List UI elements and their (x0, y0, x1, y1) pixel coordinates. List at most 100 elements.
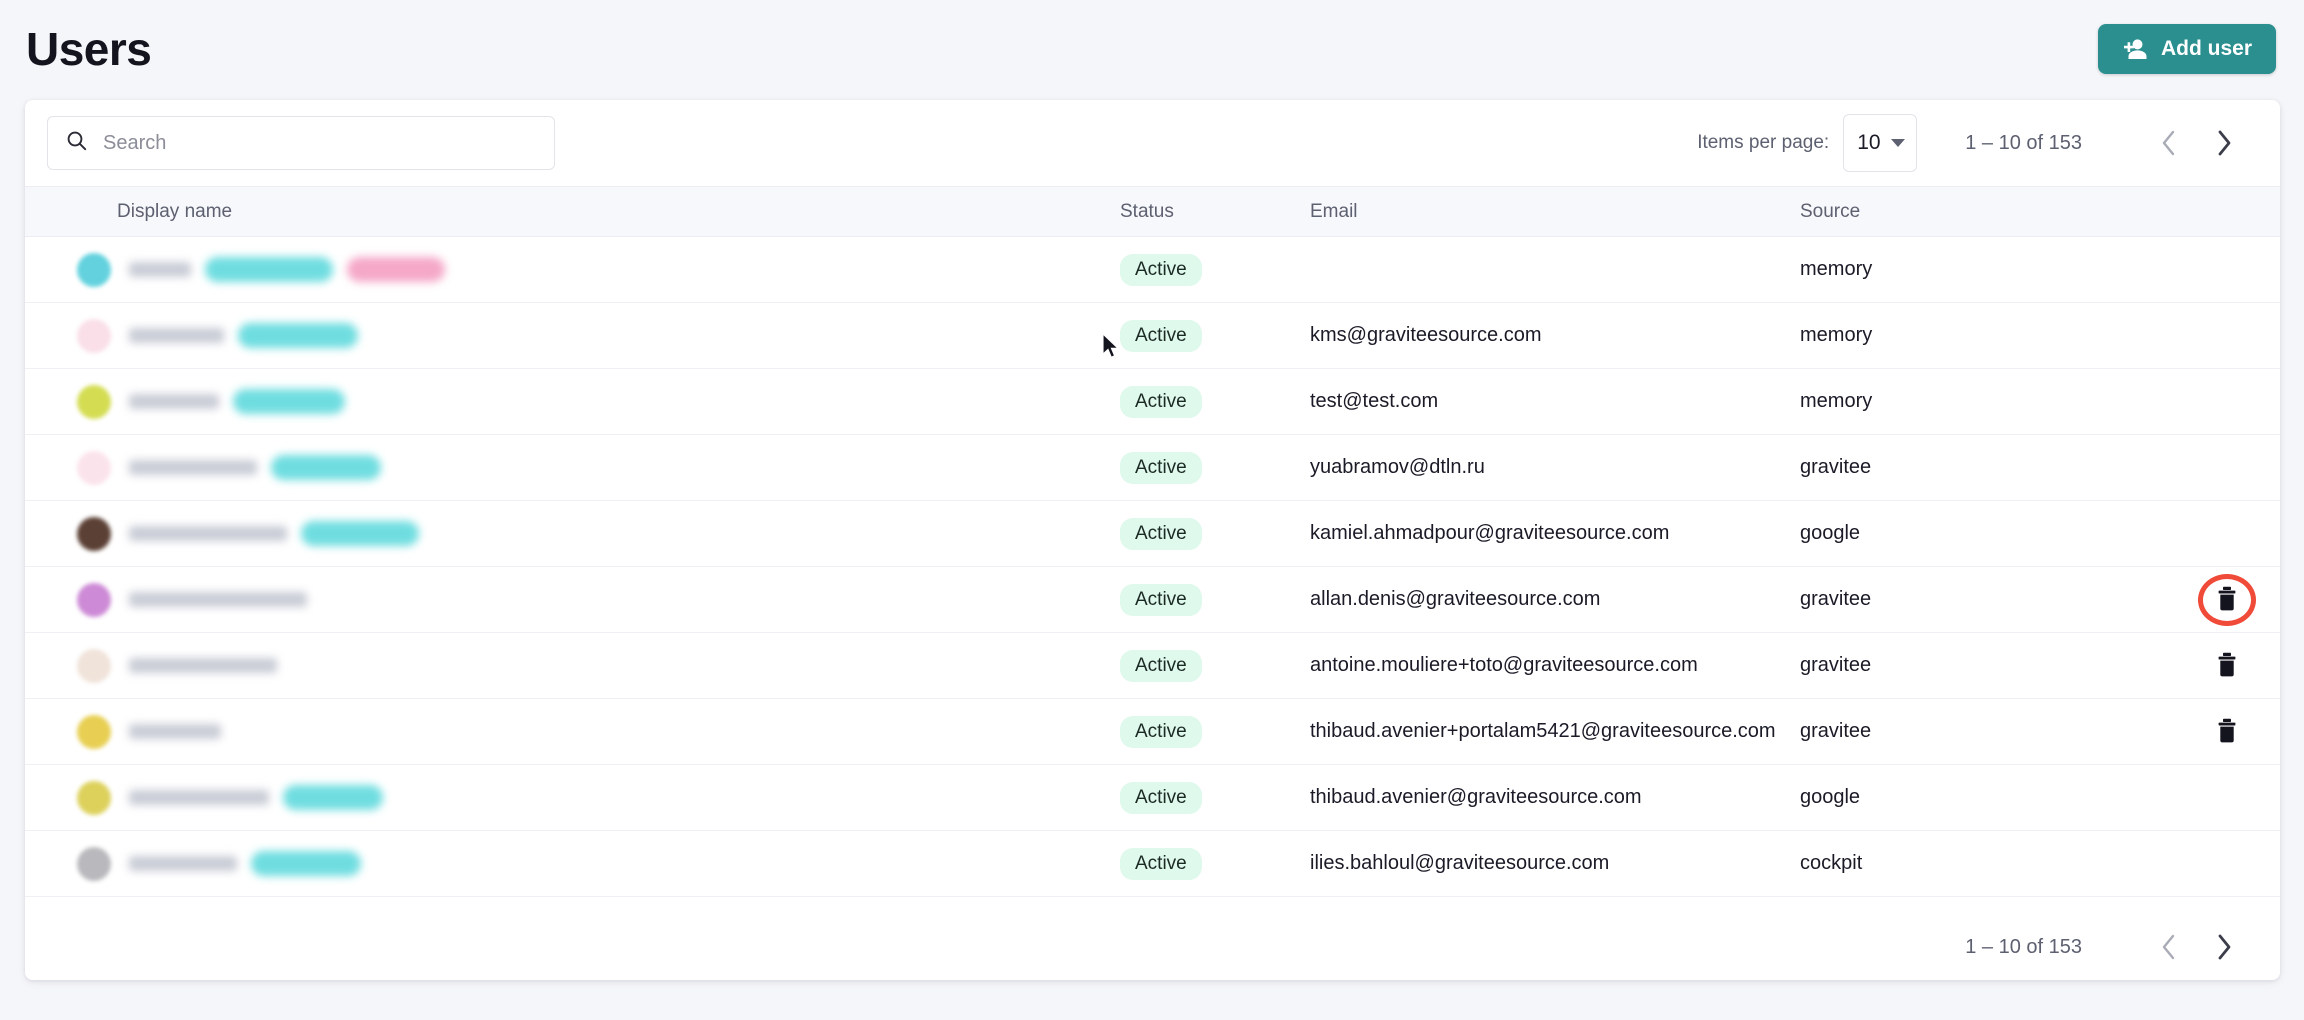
cell-status: Active (1120, 847, 1310, 880)
table-row[interactable]: Active kms@graviteesource.com memory (25, 303, 2280, 369)
display-name-redacted (129, 592, 307, 607)
display-name-text (129, 790, 269, 805)
previous-page-button-bottom[interactable] (2140, 919, 2196, 975)
cell-display-name (25, 384, 1120, 419)
cell-actions (2100, 643, 2280, 689)
cell-actions (2100, 573, 2280, 626)
avatar (77, 846, 111, 881)
table-row[interactable]: Active yuabramov@dtln.ru gravitee (25, 435, 2280, 501)
table-row[interactable]: Active thibaud.avenier+portalam5421@gravi… (25, 699, 2280, 765)
display-name-redacted (129, 257, 445, 282)
cell-display-name (25, 714, 1120, 749)
display-name-redacted (129, 724, 221, 739)
cell-email: thibaud.avenier+portalam5421@graviteesou… (1310, 720, 1776, 742)
column-header-source[interactable]: Source (1800, 200, 1861, 222)
cell-email: antoine.mouliere+toto@graviteesource.com (1310, 654, 1698, 676)
role-badge (251, 851, 361, 876)
display-name-redacted (129, 785, 383, 810)
cell-status: Active (1120, 781, 1310, 814)
role-badge (238, 323, 358, 348)
delete-user-button[interactable] (2204, 709, 2250, 755)
cell-email: test@test.com (1310, 390, 1439, 412)
delete-user-button[interactable] (2204, 643, 2250, 689)
next-page-button-bottom[interactable] (2196, 919, 2252, 975)
chevron-right-icon (2216, 129, 2233, 157)
cell-display-name (25, 516, 1120, 551)
next-page-button[interactable] (2196, 115, 2252, 171)
display-name-text (129, 856, 237, 871)
role-badge (205, 257, 333, 282)
table-row[interactable]: Active test@test.com memory (25, 369, 2280, 435)
items-per-page-value: 10 (1857, 131, 1881, 154)
cell-display-name (25, 318, 1120, 353)
avatar (77, 318, 111, 353)
table-row[interactable]: Active thibaud.avenier@graviteesource.com… (25, 765, 2280, 831)
delete-user-button[interactable] (2204, 577, 2250, 623)
display-name-text (129, 394, 219, 409)
avatar (77, 450, 111, 485)
page-title: Users (26, 23, 152, 75)
trash-icon (2216, 586, 2238, 614)
display-name-text (129, 328, 224, 343)
cell-source: gravitee (1800, 588, 1872, 610)
status-badge: Active (1120, 847, 1202, 880)
bottom-paginator: 1 – 10 of 153 (25, 897, 2280, 980)
column-header-display-name[interactable]: Display name (117, 200, 233, 222)
items-per-page-label: Items per page: (1697, 132, 1830, 153)
display-name-text (129, 592, 307, 607)
cell-status: Active (1120, 583, 1310, 616)
cell-email: kamiel.ahmadpour@graviteesource.com (1310, 522, 1670, 544)
table-header-row: Display name Status Email Source (25, 186, 2280, 237)
page-header: Users Add user (0, 0, 2304, 98)
trash-icon (2216, 718, 2238, 746)
table-row[interactable]: Active antoine.mouliere+toto@graviteesour… (25, 633, 2280, 699)
table-row[interactable]: Active ilies.bahloul@graviteesource.com co… (25, 831, 2280, 897)
chevron-down-icon (1891, 139, 1906, 147)
chevron-left-icon (2160, 129, 2177, 157)
cell-email: allan.denis@graviteesource.com (1310, 588, 1601, 610)
items-per-page-select[interactable]: 10 (1843, 114, 1918, 172)
status-badge: Active (1120, 319, 1202, 352)
top-range-label: 1 – 10 of 153 (1965, 131, 2082, 154)
avatar (77, 780, 111, 815)
cell-actions (2100, 709, 2280, 755)
status-badge: Active (1120, 253, 1202, 286)
table-row[interactable]: Active allan.denis@graviteesource.com grav… (25, 567, 2280, 633)
cell-status: Active (1120, 649, 1310, 682)
table-row[interactable]: Active kamiel.ahmadpour@graviteesource.co… (25, 501, 2280, 567)
role-badge (233, 389, 345, 414)
avatar (77, 648, 111, 683)
status-badge: Active (1120, 385, 1202, 418)
search-box[interactable] (47, 116, 555, 170)
role-badge (271, 455, 381, 480)
cell-source: memory (1800, 324, 1873, 346)
cell-display-name (25, 846, 1120, 881)
column-header-status[interactable]: Status (1120, 200, 1174, 222)
search-input[interactable] (103, 131, 536, 155)
previous-page-button[interactable] (2140, 115, 2196, 171)
cell-source: gravitee (1800, 456, 1872, 478)
display-name-redacted (129, 658, 277, 673)
display-name-redacted (129, 323, 358, 348)
users-table: Display name Status Email Source Active m… (25, 186, 2280, 897)
trash-icon (2216, 652, 2238, 680)
display-name-text (129, 262, 191, 277)
users-card: Items per page: 10 1 – 10 of 153 (25, 100, 2280, 980)
avatar (77, 252, 111, 287)
role-badge (347, 257, 445, 282)
table-row[interactable]: Active memory (25, 237, 2280, 303)
cell-status: Active (1120, 385, 1310, 418)
avatar (77, 384, 111, 419)
display-name-text (129, 658, 277, 673)
add-user-button[interactable]: Add user (2097, 24, 2276, 74)
status-badge: Active (1120, 781, 1202, 814)
column-header-email[interactable]: Email (1310, 200, 1358, 222)
status-badge: Active (1120, 451, 1202, 484)
cell-source: gravitee (1800, 654, 1872, 676)
avatar (77, 516, 111, 551)
role-badge (301, 521, 419, 546)
cell-display-name (25, 252, 1120, 287)
top-paginator: Items per page: 10 1 – 10 of 153 (1697, 114, 2252, 172)
cell-status: Active (1120, 451, 1310, 484)
